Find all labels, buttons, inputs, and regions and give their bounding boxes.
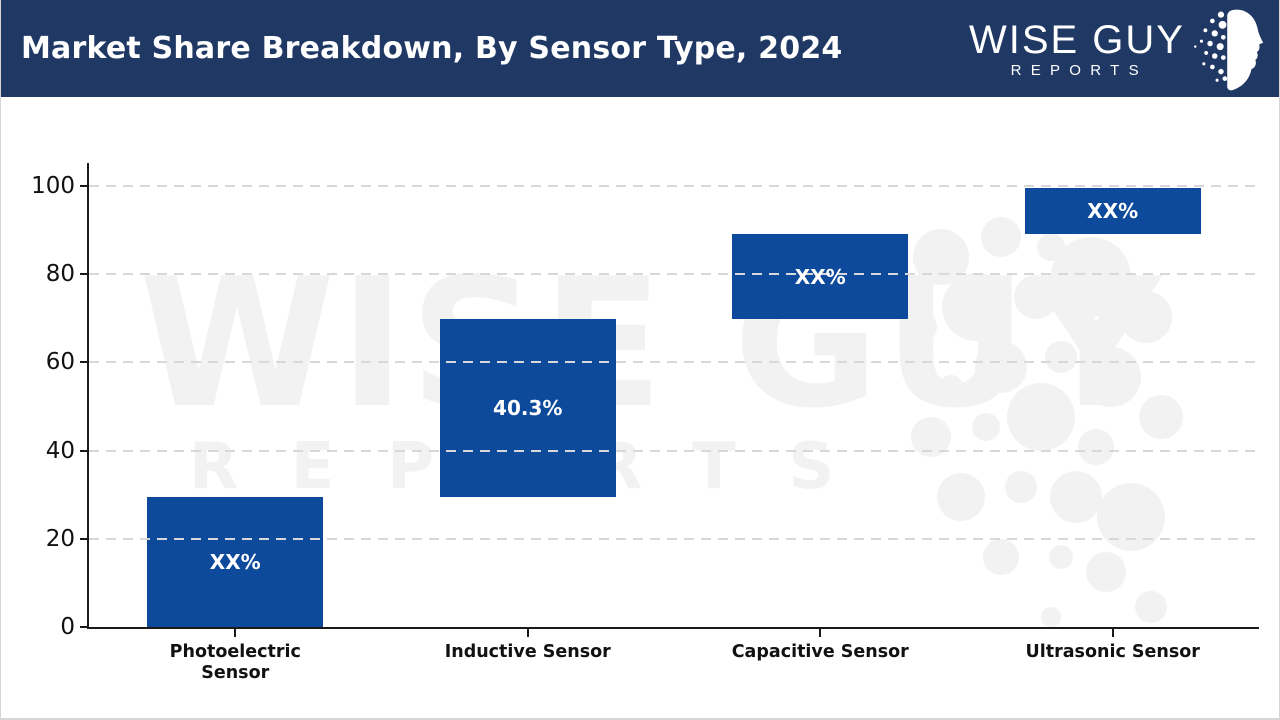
axes-layer [1,97,1279,718]
logo-subtitle: REPORTS [1010,61,1148,79]
x-tick-ultrasonic-sensor [1111,629,1114,637]
bars-layer [1,97,1279,718]
y-tick-label-0: 0 [60,614,75,640]
bar-value-label-capacitive-sensor: XX% [794,264,846,289]
y-axis-line [87,163,89,629]
y-tick-20 [80,537,89,540]
x-tick-label-inductive-sensor: Inductive Sensor [444,642,611,662]
y-tick-60 [80,361,89,364]
y-tick-label-20: 20 [45,525,75,552]
y-tick-label-80: 80 [45,261,75,288]
page-title: Market Share Breakdown, By Sensor Type, … [21,31,843,66]
y-tick-80 [80,273,89,276]
bar-photoelectric-sensor [147,496,324,627]
y-tick-label-60: 60 [45,349,75,376]
bar-inductive-sensor [439,319,616,497]
x-tick-capacitive-sensor [819,629,822,637]
y-tick-100 [80,185,89,187]
logo-wordmark: WISE GUY REPORTS [969,20,1185,78]
y-tick-40 [80,449,89,452]
y-tick-label-100: 100 [31,173,75,199]
x-tick-inductive-sensor [526,629,529,637]
bar-value-label-ultrasonic-sensor: XX% [1087,198,1139,223]
bar-value-label-inductive-sensor: 40.3% [493,396,563,421]
x-axis-line [87,627,1259,629]
x-tick-label-capacitive-sensor: Capacitive Sensor [731,642,909,662]
bar-value-label-photoelectric-sensor: XX% [209,549,261,574]
x-tick-photoelectric-sensor [234,629,237,637]
header: Market Share Breakdown, By Sensor Type, … [1,0,1279,97]
wiseguy-head-icon [1193,9,1264,90]
x-tick-label-photoelectric-sensor: Photoelectric Sensor [169,642,301,683]
x-tick-label-ultrasonic-sensor: Ultrasonic Sensor [1025,642,1200,662]
labels-layer: XX% 40.3% XX% XX% 0 20 40 60 80 100 Photoelectric S… [1,97,1279,718]
bar-capacitive-sensor [732,234,909,320]
logo-title: WISE GUY [968,17,1185,62]
wiseguy-logo: WISE GUY REPORTS [969,6,1267,92]
bar-ultrasonic-sensor [1024,187,1201,235]
y-tick-label-40: 40 [45,437,75,464]
y-tick-0 [80,626,89,628]
